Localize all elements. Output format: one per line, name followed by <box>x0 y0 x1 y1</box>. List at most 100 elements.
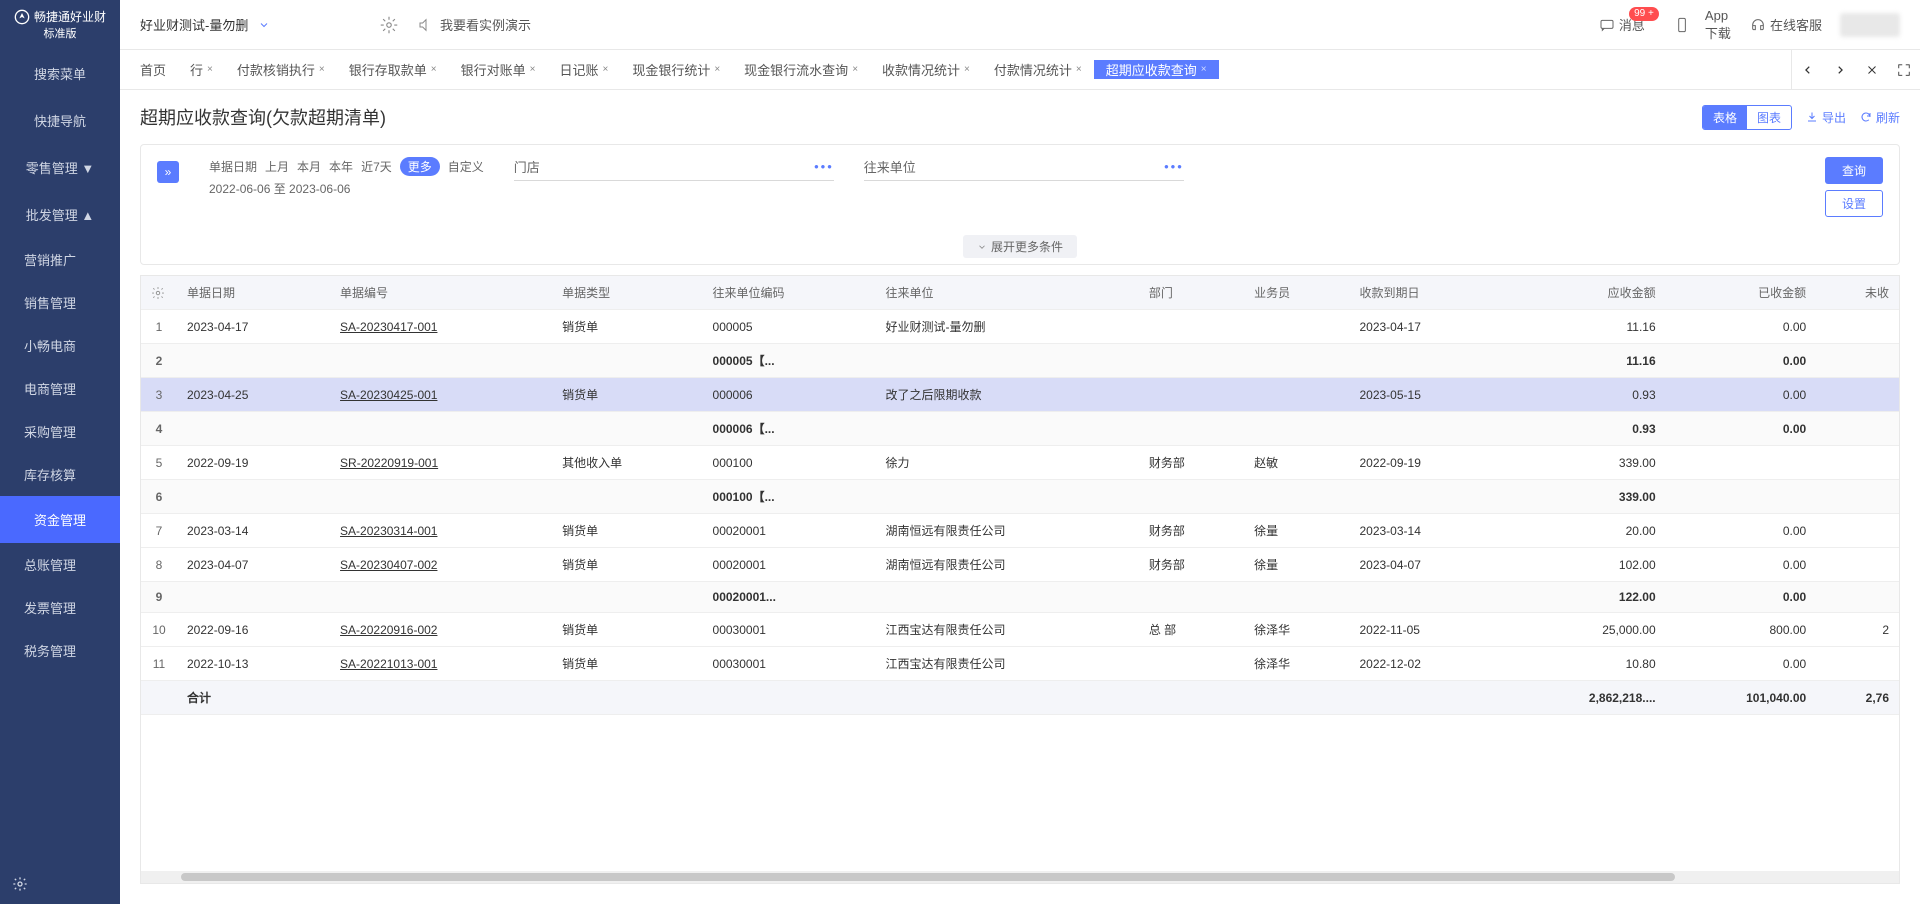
table-row[interactable]: 2000005【...11.160.00 <box>141 344 1899 378</box>
cell-docNo[interactable]: SA-20230407-002 <box>330 548 552 582</box>
col-partner-code[interactable]: 往来单位编码 <box>703 276 876 310</box>
demo-link[interactable]: 我要看实例演示 <box>418 15 531 34</box>
col-dept[interactable]: 部门 <box>1139 276 1244 310</box>
col-docno[interactable]: 单据编号 <box>330 276 552 310</box>
sidebar-sub-item[interactable]: 小畅电商 <box>0 324 120 367</box>
col-doctype[interactable]: 单据类型 <box>552 276 702 310</box>
tab[interactable]: 现金银行流水查询× <box>732 60 870 79</box>
cell-docNo[interactable]: SA-20230314-001 <box>330 514 552 548</box>
filter-collapse-button[interactable]: » <box>157 161 179 183</box>
column-settings-button[interactable] <box>141 276 177 310</box>
expand-filters-button[interactable]: 展开更多条件 <box>963 235 1077 258</box>
table-row[interactable]: 52022-09-19SR-20220919-001其他收入单000100徐力财… <box>141 446 1899 480</box>
org-settings-icon[interactable] <box>380 16 398 34</box>
partner-filter[interactable]: 往来单位 ••• <box>864 157 1184 181</box>
chip-more[interactable]: 更多 <box>400 157 440 176</box>
partner-more-icon[interactable]: ••• <box>1164 159 1184 174</box>
sidebar-sub-item[interactable]: 库存核算 <box>0 453 120 496</box>
tab[interactable]: 付款核销执行× <box>225 60 337 79</box>
tabs-close-button[interactable] <box>1856 50 1888 90</box>
cell-docNo[interactable] <box>330 582 552 613</box>
tab-close-icon[interactable]: × <box>602 64 608 75</box>
tab[interactable]: 银行对账单× <box>449 60 548 79</box>
chip-last-month[interactable]: 上月 <box>265 158 289 175</box>
settings-button[interactable]: 设置 <box>1825 190 1883 217</box>
tab-close-icon[interactable]: × <box>1201 64 1207 75</box>
tabs-prev-button[interactable] <box>1792 50 1824 90</box>
user-avatar[interactable] <box>1840 13 1900 37</box>
tab[interactable]: 日记账× <box>547 60 620 79</box>
table-row[interactable]: 12023-04-17SA-20230417-001销货单000005好业财测试… <box>141 310 1899 344</box>
table-row[interactable]: 900020001...122.000.00 <box>141 582 1899 613</box>
cell-docNo[interactable]: SR-20220919-001 <box>330 446 552 480</box>
app-download-button[interactable]: App下载 <box>1663 8 1732 42</box>
sidebar-item[interactable]: 零售管理 ▼ <box>0 144 120 191</box>
sidebar-sub-item[interactable]: 资金管理 <box>0 496 120 543</box>
table-row[interactable]: 4000006【...0.930.00 <box>141 412 1899 446</box>
horizontal-scrollbar[interactable] <box>141 871 1899 883</box>
tab-close-icon[interactable]: × <box>207 64 213 75</box>
sidebar-sub-item[interactable]: 发票管理 <box>0 586 120 629</box>
tab-close-icon[interactable]: × <box>1076 64 1082 75</box>
messages-button[interactable]: 消息 99 + <box>1599 15 1645 34</box>
chip-last-7[interactable]: 近7天 <box>361 158 392 175</box>
tab-close-icon[interactable]: × <box>964 64 970 75</box>
col-due-date[interactable]: 收款到期日 <box>1349 276 1502 310</box>
tab[interactable]: 银行存取款单× <box>337 60 449 79</box>
view-table-button[interactable]: 表格 <box>1703 106 1747 129</box>
cell-docNo[interactable]: SA-20230425-001 <box>330 378 552 412</box>
cell-docNo[interactable] <box>330 412 552 446</box>
chip-this-month[interactable]: 本月 <box>297 158 321 175</box>
col-receivable[interactable]: 应收金额 <box>1503 276 1666 310</box>
sidebar-sub-item[interactable]: 税务管理 <box>0 629 120 672</box>
sidebar-sub-item[interactable]: 电商管理 <box>0 367 120 410</box>
date-range-value[interactable]: 2022-06-06 至 2023-06-06 <box>209 180 484 197</box>
col-partner[interactable]: 往来单位 <box>876 276 1139 310</box>
sidebar-settings-icon[interactable] <box>12 876 28 892</box>
sidebar-sub-item[interactable]: 营销推广 <box>0 238 120 281</box>
store-filter[interactable]: 门店 ••• <box>514 157 834 181</box>
export-button[interactable]: 导出 <box>1806 109 1846 126</box>
online-service-button[interactable]: 在线客服 <box>1750 15 1822 34</box>
query-button[interactable]: 查询 <box>1825 157 1883 184</box>
sidebar-item[interactable]: 批发管理 ▲ <box>0 191 120 238</box>
tab[interactable]: 行× <box>178 60 225 79</box>
table-row[interactable]: 112022-10-13SA-20221013-001销货单00030001江西… <box>141 647 1899 681</box>
sidebar-item[interactable]: 搜索菜单 <box>0 50 120 97</box>
sidebar-sub-item[interactable]: 销售管理 <box>0 281 120 324</box>
table-row[interactable]: 82023-04-07SA-20230407-002销货单00020001湖南恒… <box>141 548 1899 582</box>
tab[interactable]: 收款情况统计× <box>870 60 982 79</box>
tab-close-icon[interactable]: × <box>319 64 325 75</box>
tabs-fullscreen-button[interactable] <box>1888 50 1920 90</box>
org-selector[interactable]: 好业财测试-量勿删 <box>120 15 380 34</box>
tab-close-icon[interactable]: × <box>714 64 720 75</box>
table-row[interactable]: 32023-04-25SA-20230425-001销货单000006改了之后限… <box>141 378 1899 412</box>
refresh-button[interactable]: 刷新 <box>1860 109 1900 126</box>
tab[interactable]: 付款情况统计× <box>982 60 1094 79</box>
col-unreceived[interactable]: 未收 <box>1816 276 1899 310</box>
cell-docNo[interactable]: SA-20221013-001 <box>330 647 552 681</box>
tab-close-icon[interactable]: × <box>530 64 536 75</box>
chip-custom[interactable]: 自定义 <box>448 158 484 175</box>
table-row[interactable]: 72023-03-14SA-20230314-001销货单00020001湖南恒… <box>141 514 1899 548</box>
tab-close-icon[interactable]: × <box>852 64 858 75</box>
cell-docNo[interactable]: SA-20220916-002 <box>330 613 552 647</box>
col-salesman[interactable]: 业务员 <box>1244 276 1349 310</box>
cell-docNo[interactable] <box>330 344 552 378</box>
chip-this-year[interactable]: 本年 <box>329 158 353 175</box>
col-date[interactable]: 单据日期 <box>177 276 330 310</box>
view-chart-button[interactable]: 图表 <box>1747 106 1791 129</box>
tabs-next-button[interactable] <box>1824 50 1856 90</box>
sidebar-item[interactable]: 快捷导航 <box>0 97 120 144</box>
store-more-icon[interactable]: ••• <box>814 159 834 174</box>
cell-docNo[interactable]: SA-20230417-001 <box>330 310 552 344</box>
cell-docNo[interactable] <box>330 480 552 514</box>
table-row[interactable]: 102022-09-16SA-20220916-002销货单00030001江西… <box>141 613 1899 647</box>
table-row[interactable]: 6000100【...339.00 <box>141 480 1899 514</box>
tab-close-icon[interactable]: × <box>431 64 437 75</box>
tab[interactable]: 现金银行统计× <box>620 60 732 79</box>
sidebar-sub-item[interactable]: 总账管理 <box>0 543 120 586</box>
col-received[interactable]: 已收金额 <box>1666 276 1817 310</box>
sidebar-sub-item[interactable]: 采购管理 <box>0 410 120 453</box>
tab[interactable]: 超期应收款查询× <box>1094 60 1219 79</box>
